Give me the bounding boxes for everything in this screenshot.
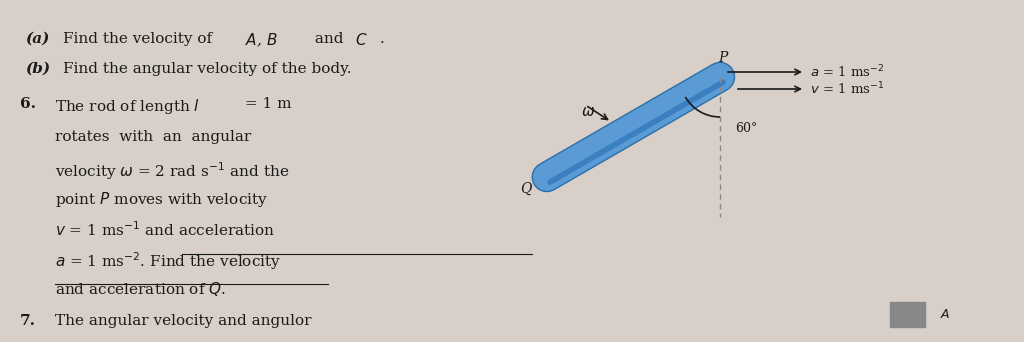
Text: .: . — [380, 32, 385, 46]
Text: 6.: 6. — [20, 97, 36, 111]
Text: $a$ = 1 ms$^{-2}$: $a$ = 1 ms$^{-2}$ — [810, 64, 885, 80]
Text: $A$: $A$ — [940, 308, 950, 321]
Text: $C$: $C$ — [355, 32, 368, 48]
Text: 7.: 7. — [20, 314, 36, 328]
Text: $a$ = 1 ms$^{-2}$. Find the velocity: $a$ = 1 ms$^{-2}$. Find the velocity — [55, 250, 282, 272]
Text: (a): (a) — [25, 32, 49, 46]
Text: rotates  with  an  angular: rotates with an angular — [55, 130, 251, 144]
Text: (b): (b) — [25, 62, 50, 76]
Text: velocity $\omega$ = 2 rad s$^{-1}$ and the: velocity $\omega$ = 2 rad s$^{-1}$ and t… — [55, 160, 289, 182]
Text: $\omega$: $\omega$ — [582, 105, 595, 119]
Text: Find the angular velocity of the body.: Find the angular velocity of the body. — [63, 62, 351, 76]
Text: Find the velocity of: Find the velocity of — [63, 32, 217, 46]
Text: The angular velocity and angulor: The angular velocity and angulor — [55, 314, 311, 328]
Text: P: P — [718, 51, 728, 65]
Text: $A$,$\ B$: $A$,$\ B$ — [245, 32, 278, 49]
Bar — [890, 302, 925, 327]
Text: $v$ = 1 ms$^{-1}$: $v$ = 1 ms$^{-1}$ — [810, 81, 885, 97]
Text: = 1 m: = 1 m — [240, 97, 292, 111]
Text: and: and — [310, 32, 348, 46]
Text: point $P$ moves with velocity: point $P$ moves with velocity — [55, 190, 268, 209]
Text: $v$ = 1 ms$^{-1}$ and acceleration: $v$ = 1 ms$^{-1}$ and acceleration — [55, 220, 275, 239]
Text: and acceleration of $Q$.: and acceleration of $Q$. — [55, 280, 226, 298]
Text: The rod of length $l$: The rod of length $l$ — [55, 97, 200, 116]
Text: 60°: 60° — [735, 122, 758, 135]
Text: Q: Q — [520, 182, 531, 196]
